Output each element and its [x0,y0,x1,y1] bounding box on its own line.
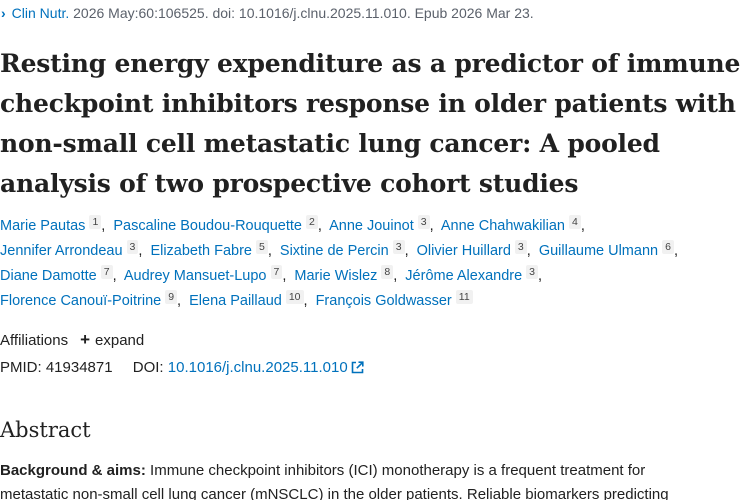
author-name-link[interactable]: Anne Chahwakilian [440,218,565,234]
author-name-link[interactable]: Olivier Huillard [416,243,511,259]
author-name-link[interactable]: Pascaline Boudou-Rouquette [113,218,302,234]
affiliation-number[interactable]: 9 [165,290,178,304]
chevron-right-icon[interactable]: › [1,5,6,21]
author-name-link[interactable]: Elizabeth Fabre [150,243,252,259]
affiliations-label: Affiliations [0,332,69,349]
affiliation-number[interactable]: 3 [514,240,527,254]
author-name-link[interactable]: Florence Canouï-Poitrine [0,293,162,309]
external-link-icon[interactable] [351,359,364,381]
author-name-link[interactable]: Marie Wislez [294,268,378,284]
title-line-2: checkpoint inhibitors response in older … [0,89,736,118]
abstract-text-1: Immune checkpoint inhibitors (ICI) monot… [145,462,646,479]
plus-icon: + [80,330,91,349]
affiliation-number[interactable]: 3 [417,215,430,229]
affiliations-row: Affiliations + expand [0,329,144,352]
affiliation-number[interactable]: 10 [285,290,304,304]
pmid-label: PMID: [0,359,42,376]
title-line-1: Resting energy expenditure as a predicto… [0,49,741,78]
affiliation-number[interactable]: 4 [569,215,581,229]
affiliation-number[interactable]: 3 [526,265,539,279]
author: Guillaume Ulmann 6, [538,240,678,259]
affiliation-number[interactable]: 5 [256,240,268,254]
abstract-line-2: metastatic non-small cell lung cancer (m… [0,486,669,500]
citation-line: › Clin Nutr. 2026 May:60:106525. doi: 10.… [0,2,534,24]
abstract-text: Background & aims: Immune checkpoint inh… [0,459,750,500]
author-name-link[interactable]: Jennifer Arrondeau [0,243,123,259]
affiliation-number[interactable]: 8 [381,265,394,279]
journal-link[interactable]: Clin Nutr. [11,5,70,21]
author: Pascaline Boudou-Rouquette 2, [113,215,322,234]
identifiers-row: PMID: 41934871 DOI: 10.1016/j.clnu.2025.… [0,357,364,381]
authors-line-2: Jennifer Arrondeau 3, Elizabeth Fabre 5, S… [0,239,750,264]
author: Marie Pautas 1, [0,215,106,234]
author-name-link[interactable]: Elena Paillaud [189,293,282,309]
author: Diane Damotte 7, [0,265,117,284]
article-title: Resting energy expenditure as a predicto… [0,44,750,204]
doi-link[interactable]: 10.1016/j.clnu.2025.11.010 [167,359,348,376]
author: Anne Chahwakilian 4, [440,215,585,234]
affiliation-number[interactable]: 11 [455,290,473,304]
author-name-link[interactable]: François Goldwasser [315,293,452,309]
author: Jérôme Alexandre 3, [405,265,543,284]
author: Olivier Huillard 3, [416,240,531,259]
authors-list: Marie Pautas 1, Pascaline Boudou-Rouquett… [0,214,750,314]
affiliation-number[interactable]: 7 [270,265,283,279]
pmid-group: PMID: 41934871 [0,359,113,376]
background-aims-label: Background & aims: [0,462,146,479]
author-name-link[interactable]: Guillaume Ulmann [538,243,659,259]
affiliation-number[interactable]: 3 [392,240,405,254]
author: Anne Jouinot 3, [329,215,434,234]
title-line-4: analysis of two prospective cohort studi… [0,169,579,198]
abstract-line-1: Background & aims: Immune checkpoint inh… [0,459,750,483]
affiliation-number[interactable]: 1 [89,215,102,229]
abstract-heading: Abstract [0,418,91,442]
author-name-link[interactable]: Marie Pautas [0,218,86,234]
title-line-3: non-small cell metastatic lung cancer: A… [0,129,660,158]
affiliation-number[interactable]: 3 [126,240,139,254]
author-name-link[interactable]: Jérôme Alexandre [405,268,523,284]
authors-line-4: Florence Canouï-Poitrine 9, Elena Paillau… [0,289,750,314]
author: Jennifer Arrondeau 3, [0,240,143,259]
authors-line-3: Diane Damotte 7, Audrey Mansuet-Lupo 7, Ma… [0,264,750,289]
affiliation-number[interactable]: 6 [662,240,674,254]
author: Audrey Mansuet-Lupo 7, [123,265,287,284]
doi-group: DOI: 10.1016/j.clnu.2025.11.010 [133,359,364,376]
author-name-link[interactable]: Anne Jouinot [329,218,414,234]
author: Elena Paillaud 10, [189,290,308,309]
affiliation-number[interactable]: 7 [100,265,113,279]
author: Sixtine de Percin 3, [279,240,409,259]
author-name-link[interactable]: Audrey Mansuet-Lupo [123,268,267,284]
authors-line-1: Marie Pautas 1, Pascaline Boudou-Rouquett… [0,214,750,239]
author: Marie Wislez 8, [294,265,398,284]
author: François Goldwasser 11 [315,290,473,309]
expand-label: expand [95,332,145,349]
pmid-value: 41934871 [45,359,113,376]
citation-details: 2026 May:60:106525. doi: 10.1016/j.clnu.… [69,5,534,21]
author-name-link[interactable]: Diane Damotte [0,268,97,284]
author: Elizabeth Fabre 5, [150,240,272,259]
doi-label: DOI: [132,359,164,376]
affiliation-number[interactable]: 2 [305,215,318,229]
expand-affiliations-button[interactable]: + expand [80,330,145,349]
author: Florence Canouï-Poitrine 9, [0,290,182,309]
author-name-link[interactable]: Sixtine de Percin [279,243,389,259]
